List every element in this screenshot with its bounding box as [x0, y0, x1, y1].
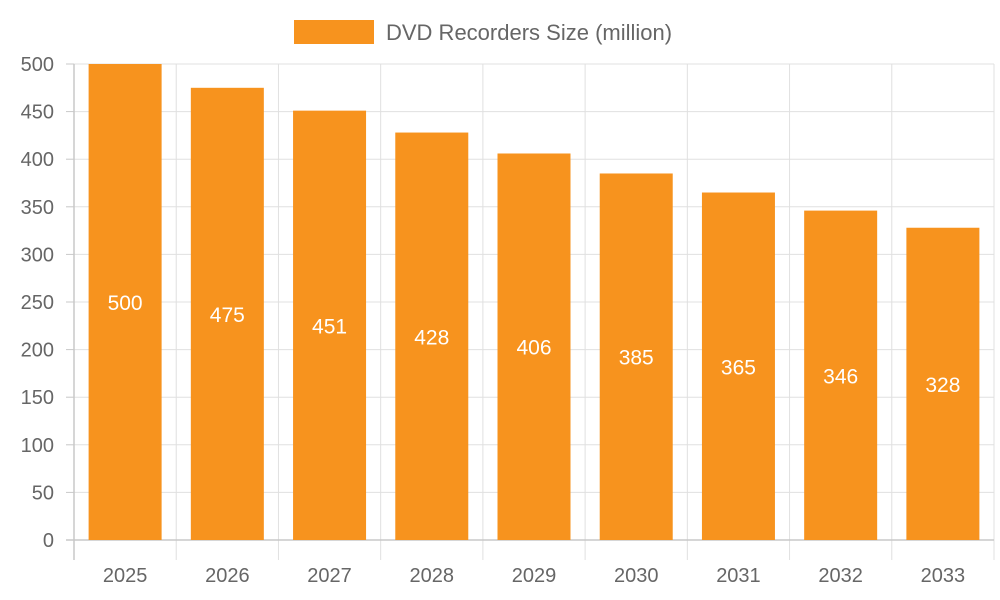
bar-2029	[497, 153, 571, 540]
bar-2032	[804, 210, 878, 540]
data-labels: 500 475 451 428 406 385 365 346 328	[108, 292, 961, 397]
x-tick-label: 2030	[614, 565, 659, 587]
y-tick-label: 100	[21, 435, 54, 457]
x-tick-label: 2026	[205, 565, 250, 587]
y-tick-label: 300	[21, 244, 54, 266]
data-label-2032: 346	[823, 365, 858, 388]
y-tick-label: 350	[21, 197, 54, 219]
bar-2026	[190, 87, 264, 541]
x-tick-label: 2028	[410, 565, 455, 587]
data-label-2029: 406	[516, 337, 551, 360]
bar-2031	[701, 192, 775, 540]
data-label-2026: 475	[210, 304, 245, 327]
bar-2027	[293, 110, 367, 540]
data-label-2031: 365	[721, 356, 756, 379]
data-label-2030: 385	[619, 347, 654, 370]
y-tick-label: 200	[21, 340, 54, 362]
bars	[88, 64, 980, 541]
legend-label: DVD Recorders Size (million)	[386, 20, 672, 45]
data-label-2028: 428	[414, 326, 449, 349]
y-tick-label: 0	[43, 530, 54, 552]
x-tick-label: 2025	[103, 565, 148, 587]
x-axis-tick-labels: 2025 2026 2027 2028 2029 2030 2031 2032 2033	[103, 565, 965, 587]
y-tick-label: 50	[32, 482, 54, 504]
legend: DVD Recorders Size (million)	[294, 20, 672, 45]
x-tick-label: 2033	[921, 565, 966, 587]
data-label-2025: 500	[108, 292, 143, 315]
y-axis-tick-labels: 0 50 100 150 200 250 300 350 400 450 500	[21, 54, 54, 552]
data-label-2033: 328	[925, 374, 960, 397]
bar-2025	[88, 64, 162, 540]
y-tick-label: 500	[21, 54, 54, 76]
y-tick-label: 250	[21, 292, 54, 314]
x-tick-label: 2032	[818, 565, 863, 587]
data-label-2027: 451	[312, 315, 347, 338]
y-tick-label: 450	[21, 102, 54, 124]
legend-swatch	[294, 20, 374, 44]
x-tick-label: 2029	[512, 565, 557, 587]
x-tick-label: 2031	[716, 565, 761, 587]
bar-2033	[906, 227, 980, 540]
y-tick-label: 400	[21, 149, 54, 171]
y-tick-label: 150	[21, 387, 54, 409]
bar-2028	[395, 132, 469, 540]
x-tick-label: 2027	[307, 565, 352, 587]
bar-2030	[599, 173, 673, 541]
